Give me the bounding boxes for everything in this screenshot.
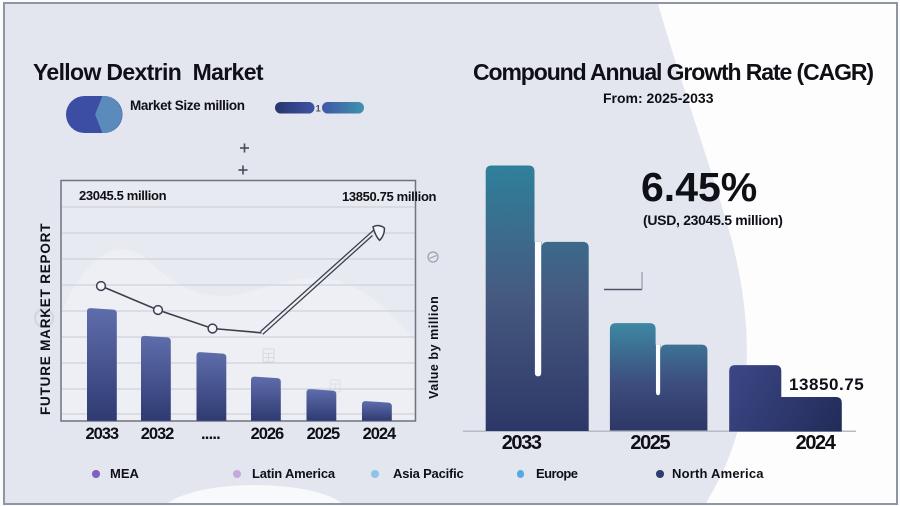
svg-text:1: 1 — [316, 104, 322, 115]
